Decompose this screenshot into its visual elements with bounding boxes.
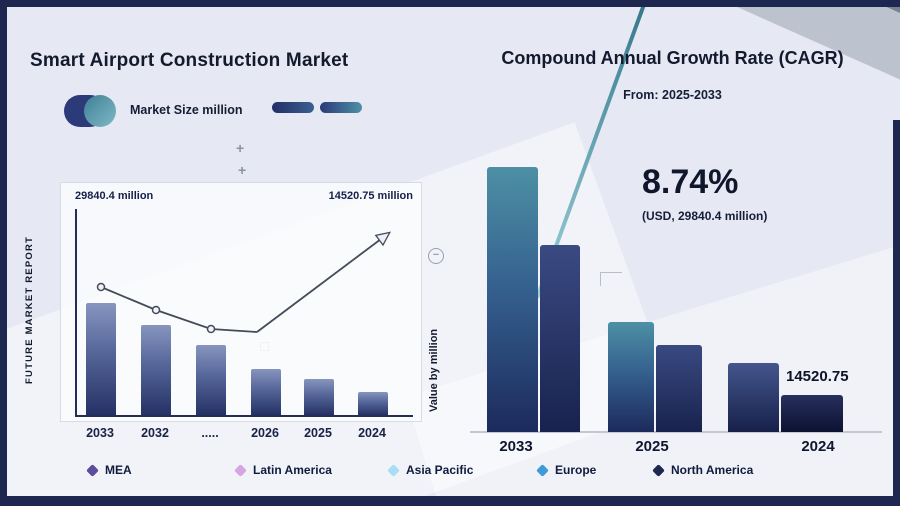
legend-item-latin-america: Latin America bbox=[234, 463, 332, 477]
x-tick-label: 2033 bbox=[86, 426, 114, 440]
market-size-legend-label: Market Size million bbox=[130, 103, 243, 117]
database-icon bbox=[62, 92, 120, 130]
legend-item-asia-pacific: Asia Pacific bbox=[387, 463, 474, 477]
market-bar bbox=[358, 392, 388, 415]
legend-label: Asia Pacific bbox=[406, 463, 474, 477]
x-axis bbox=[75, 415, 413, 417]
y-axis bbox=[75, 209, 77, 417]
x-tick-label: 2025 bbox=[304, 426, 332, 440]
cagr-bar-front bbox=[487, 167, 538, 432]
frame-left bbox=[0, 0, 7, 506]
legend-diamond bbox=[387, 463, 400, 477]
minus-circle-icon: − bbox=[428, 248, 444, 264]
legend-pill bbox=[320, 102, 362, 113]
market-size-chart: 29840.4 million 14520.75 million bbox=[60, 182, 422, 422]
year-label: 2025 bbox=[635, 438, 669, 455]
x-tick-label: 2032 bbox=[141, 426, 169, 440]
legend-pill bbox=[272, 102, 314, 113]
legend-diamond bbox=[86, 463, 99, 477]
page-title: Smart Airport Construction Market bbox=[30, 50, 349, 71]
legend-diamond bbox=[234, 463, 247, 477]
annotation-min-value: 14520.75 million bbox=[328, 190, 413, 202]
cagr-bar-front bbox=[728, 363, 779, 432]
legend-diamond bbox=[536, 463, 549, 477]
legend-diamond bbox=[652, 463, 665, 477]
legend-label: Europe bbox=[555, 463, 597, 477]
x-tick-label: 2026 bbox=[251, 426, 279, 440]
cagr-note: (USD, 29840.4 million) bbox=[642, 209, 768, 223]
market-bar bbox=[304, 379, 334, 415]
cagr-subtitle: From: 2025-2033 bbox=[623, 88, 722, 102]
market-bar bbox=[86, 303, 116, 415]
bar-value-annotation: 14520.75 bbox=[786, 368, 849, 385]
annotation-max-value: 29840.4 million bbox=[75, 190, 154, 202]
legend-label: Latin America bbox=[253, 463, 332, 477]
cagr-bar-back bbox=[781, 395, 843, 432]
year-label: 2033 bbox=[499, 438, 533, 455]
cagr-bar-back bbox=[540, 245, 580, 432]
cagr-title: Compound Annual Growth Rate (CAGR) bbox=[501, 48, 844, 68]
frame-top bbox=[0, 0, 900, 7]
market-bar bbox=[141, 325, 171, 415]
value-axis-label: Value by million bbox=[428, 328, 440, 412]
corner-decoration bbox=[600, 272, 622, 286]
plus-decoration: + bbox=[236, 140, 245, 156]
year-label: 2024 bbox=[801, 438, 835, 455]
legend-item-mea: MEA bbox=[86, 463, 132, 477]
frame-right bbox=[893, 120, 900, 506]
legend-item-north-america: North America bbox=[652, 463, 754, 477]
frame-bottom bbox=[0, 496, 900, 506]
market-bar bbox=[251, 369, 281, 415]
x-tick-label: 2024 bbox=[358, 426, 386, 440]
x-tick-label: ..... bbox=[201, 426, 219, 440]
legend-label: North America bbox=[671, 463, 754, 477]
market-bar bbox=[196, 345, 226, 415]
cagr-value: 8.74% bbox=[642, 163, 739, 201]
side-watermark: FUTURE MARKET REPORT bbox=[24, 235, 35, 385]
legend-item-europe: Europe bbox=[536, 463, 597, 477]
plus-decoration: + bbox=[238, 162, 247, 178]
legend-label: MEA bbox=[105, 463, 132, 477]
cagr-bar-back bbox=[656, 345, 702, 432]
cagr-bar-front bbox=[608, 322, 654, 432]
